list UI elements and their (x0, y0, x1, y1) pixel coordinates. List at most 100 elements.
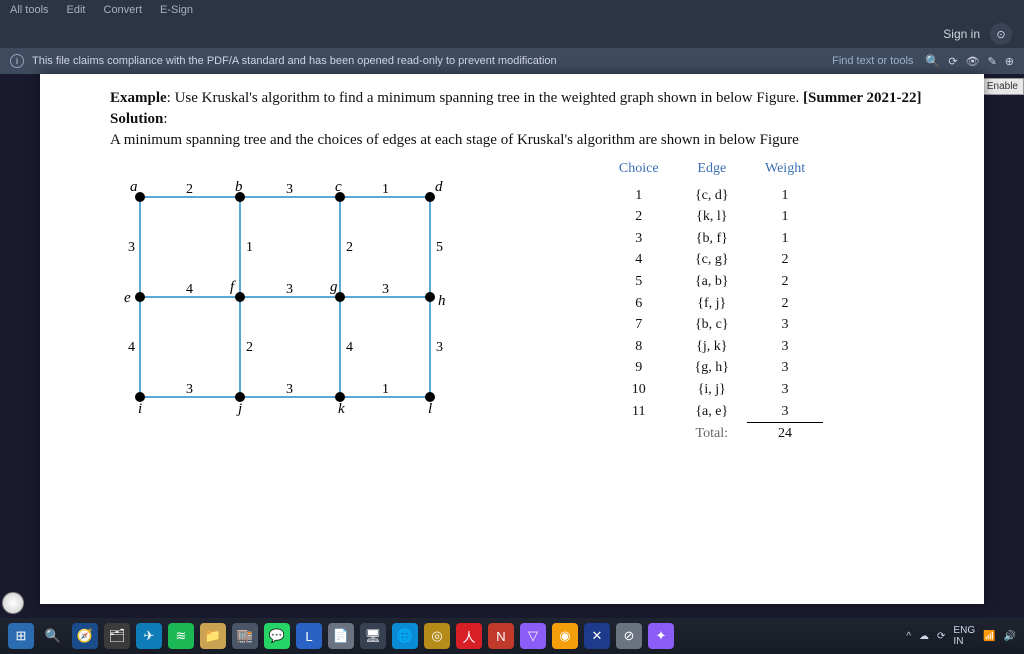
cell-choice: 7 (601, 314, 677, 336)
tray-chevron-icon[interactable]: ^ (906, 631, 911, 642)
edge-weight: 3 (436, 340, 443, 355)
cell-choice: 4 (601, 249, 677, 271)
edge-weight: 3 (382, 282, 389, 297)
table-row: 1{c, d}1 (601, 185, 823, 207)
cell-choice: 6 (601, 293, 677, 315)
cell-edge: {f, j} (677, 293, 747, 315)
taskbar-app-icon[interactable]: ✕ (584, 623, 610, 649)
taskbar-app-icon[interactable]: ⊞ (8, 623, 34, 649)
notification-icon[interactable]: ⊙ (990, 23, 1012, 45)
table-row: 10{i, j}3 (601, 379, 823, 401)
taskbar-app-icon[interactable]: 🧭 (72, 623, 98, 649)
solution-label: Solution (110, 111, 163, 127)
taskbar-app-icon[interactable]: 🏬 (232, 623, 258, 649)
menu-edit[interactable]: Edit (67, 4, 86, 16)
taskbar-app-icon[interactable]: ≋ (168, 623, 194, 649)
assistant-badge[interactable] (2, 592, 24, 614)
table-row: 7{b, c}3 (601, 314, 823, 336)
cell-weight: 2 (747, 293, 823, 315)
taskbar-app-icon[interactable]: 📁 (200, 623, 226, 649)
edge-weight: 1 (382, 182, 389, 197)
taskbar-app-icon[interactable]: ✈ (136, 623, 162, 649)
tray-volume-icon[interactable]: 🔊 (1004, 631, 1016, 642)
menu-convert[interactable]: Convert (104, 4, 143, 16)
toolbar-icon-4[interactable]: ⊕ (1005, 55, 1014, 68)
toolbar-icon-2[interactable]: 👁 (966, 55, 980, 68)
node-label: h (438, 293, 446, 309)
edge-weight: 3 (128, 240, 135, 255)
taskbar-app-icon[interactable]: 🗂 (104, 623, 130, 649)
edge-weight: 2 (346, 240, 353, 255)
menu-alltools[interactable]: All tools (10, 4, 49, 16)
document-page: Example: Use Kruskal's algorithm to find… (40, 74, 984, 604)
cell-edge: {a, e} (677, 401, 747, 423)
edge-weight: 4 (186, 282, 193, 297)
cell-weight: 3 (747, 401, 823, 423)
solution-text: A minimum spanning tree and the choices … (110, 130, 934, 151)
cell-choice: 1 (601, 185, 677, 207)
edge-weight: 4 (128, 340, 135, 355)
taskbar-app-icon[interactable]: ⊘ (616, 623, 642, 649)
taskbar-app-icon[interactable]: L (296, 623, 322, 649)
node-label: c (335, 179, 342, 195)
toolbar-icon-3[interactable]: ✎ (988, 55, 997, 68)
enable-editing-button[interactable]: Enable (981, 78, 1024, 95)
graph-node (135, 292, 145, 302)
edge-weight: 1 (382, 382, 389, 397)
toolbar-icon-1[interactable]: ⟳ (948, 55, 957, 68)
pdfa-info-text: This file claims compliance with the PDF… (32, 55, 557, 67)
tray-sync-icon[interactable]: ⟳ (937, 631, 945, 642)
graph-node (425, 292, 435, 302)
taskbar-app-icon[interactable]: 🌐 (392, 623, 418, 649)
edge-weight: 4 (346, 340, 353, 355)
taskbar-app-icon[interactable]: 📄 (328, 623, 354, 649)
table-row: 5{a, b}2 (601, 271, 823, 293)
tray-cloud-icon[interactable]: ☁ (919, 631, 929, 642)
node-label: l (428, 401, 432, 417)
search-icon[interactable]: 🔍 (925, 54, 940, 68)
cell-edge: {b, f} (677, 228, 747, 250)
taskbar-app-icon[interactable]: ▽ (520, 623, 546, 649)
cell-weight: 2 (747, 271, 823, 293)
node-label: j (236, 401, 242, 417)
cell-weight: 1 (747, 185, 823, 207)
cell-choice: 2 (601, 206, 677, 228)
cell-weight: 3 (747, 357, 823, 379)
menu-esign[interactable]: E-Sign (160, 4, 193, 16)
find-tools-label[interactable]: Find text or tools (832, 55, 913, 67)
taskbar-app-icon[interactable]: ◉ (552, 623, 578, 649)
cell-edge: {k, l} (677, 206, 747, 228)
taskbar-app-icon[interactable]: 💬 (264, 623, 290, 649)
taskbar-app-icon[interactable]: ◎ (424, 623, 450, 649)
taskbar-app-icon[interactable]: 🖥 (360, 623, 386, 649)
info-icon: i (10, 54, 24, 68)
tray-wifi-icon[interactable]: 📶 (983, 631, 995, 642)
lang-indicator[interactable]: ENGIN (953, 625, 975, 647)
node-label: k (338, 401, 345, 417)
app-menu: All tools Edit Convert E-Sign (0, 0, 1024, 20)
table-row: 6{f, j}2 (601, 293, 823, 315)
cell-edge: {g, h} (677, 357, 747, 379)
graph-node (425, 192, 435, 202)
cell-choice: 10 (601, 379, 677, 401)
node-label: i (138, 401, 142, 417)
taskbar-app-icon[interactable]: N (488, 623, 514, 649)
signin-link[interactable]: Sign in (943, 27, 980, 41)
cell-weight: 2 (747, 249, 823, 271)
edge-weight: 3 (286, 282, 293, 297)
col-edge: Edge (677, 157, 747, 185)
taskbar: ⊞🔍🧭🗂✈≋📁🏬💬L📄🖥🌐◎人N▽◉✕⊘✦ ^ ☁ ⟳ ENGIN 📶 🔊 (0, 618, 1024, 654)
edge-weight: 5 (436, 240, 443, 255)
taskbar-app-icon[interactable]: ✦ (648, 623, 674, 649)
cell-weight: 1 (747, 228, 823, 250)
edge-weight: 2 (186, 182, 193, 197)
total-label: Total: (677, 423, 747, 445)
signin-bar: Sign in ⊙ (0, 20, 1024, 48)
taskbar-app-icon[interactable]: 人 (456, 623, 482, 649)
table-row: 11{a, e}3 (601, 401, 823, 423)
node-label: g (330, 279, 338, 295)
cell-weight: 3 (747, 314, 823, 336)
cell-choice: 5 (601, 271, 677, 293)
taskbar-app-icon[interactable]: 🔍 (40, 623, 66, 649)
graph-figure: 23131254334243331abcdefghijkl (110, 157, 470, 445)
